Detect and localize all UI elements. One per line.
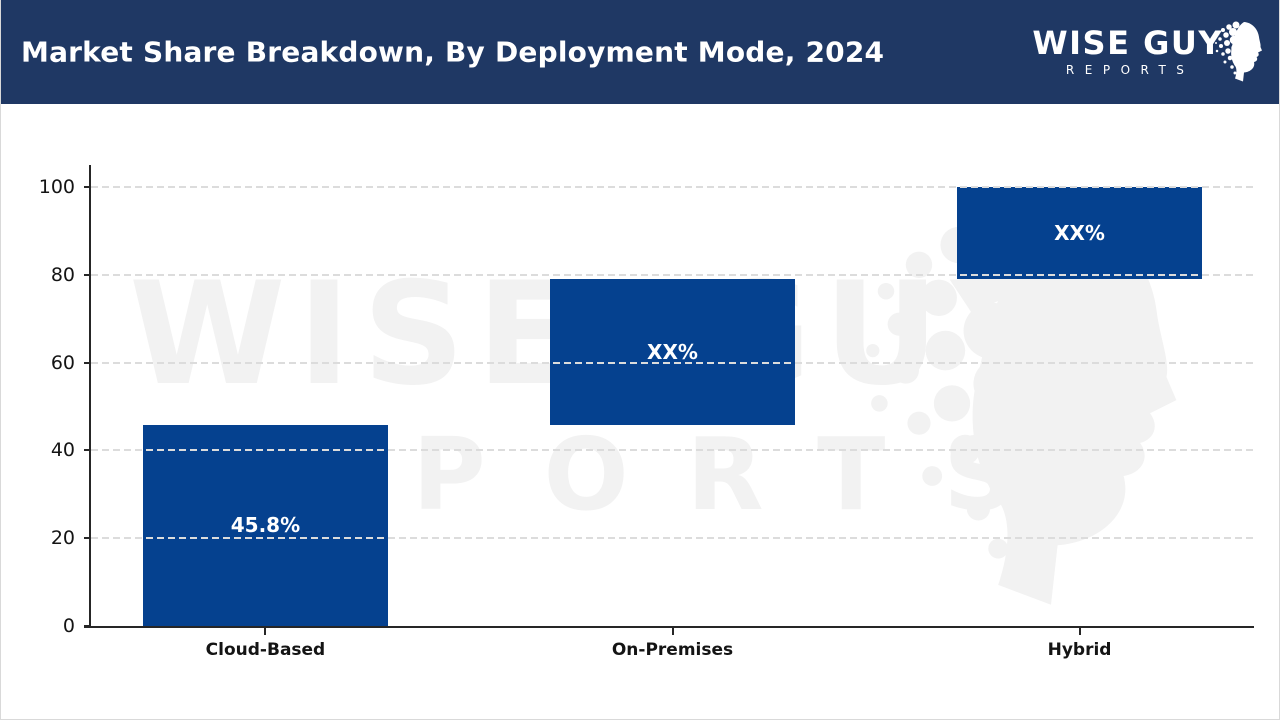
gridline [91,185,1254,188]
bar-cloud-based: 45.8% [143,424,388,626]
y-tick-mark [84,537,91,540]
bar-on-premises: XX% [550,279,795,425]
bar-value-label: XX% [647,340,698,365]
gridline [91,361,1254,364]
y-tick-label: 0 [62,615,75,637]
y-tick-label: 80 [50,263,75,286]
x-axis-spine [84,626,1254,628]
x-category-label: On-Premises [611,640,734,660]
y-tick-mark [84,185,91,188]
x-axis-labels: Cloud-Based On-Premises Hybrid [91,640,1254,670]
bar-hybrid: XX% [957,186,1202,280]
x-tick-mark [671,628,674,635]
y-axis-spine [89,165,91,626]
y-tick-mark [84,625,91,627]
brand-wordmark: WISE GUY REPORTS [1032,23,1223,78]
gridline [91,449,1254,452]
header: Market Share Breakdown, By Deployment Mo… [1,0,1279,104]
y-tick-mark [84,449,91,452]
y-tick-label: 100 [38,175,75,198]
x-category-label: Hybrid [1047,640,1112,660]
chart-title: Market Share Breakdown, By Deployment Mo… [21,35,885,69]
plot-area: 45.8% XX% XX% [84,165,1254,635]
brand-name: WISE GUY [1032,23,1223,62]
y-tick-mark [84,361,91,364]
y-tick-mark [84,273,91,276]
x-tick-mark [1078,628,1081,635]
gridline [91,537,1254,540]
x-tick-mark [264,628,267,635]
x-category-label: Cloud-Based [205,640,326,660]
y-axis: 0 20 40 60 80 100 [1,165,91,637]
gridline [91,273,1254,276]
y-tick-label: 60 [50,351,75,374]
brand-subname: REPORTS [1065,63,1195,78]
bar-value-label: XX% [1054,221,1105,246]
y-tick-label: 40 [50,439,75,462]
brand-logo: WISE GUY REPORTS [1032,4,1263,100]
y-tick-label: 20 [50,527,75,550]
bar-value-label: 45.8% [230,513,301,538]
